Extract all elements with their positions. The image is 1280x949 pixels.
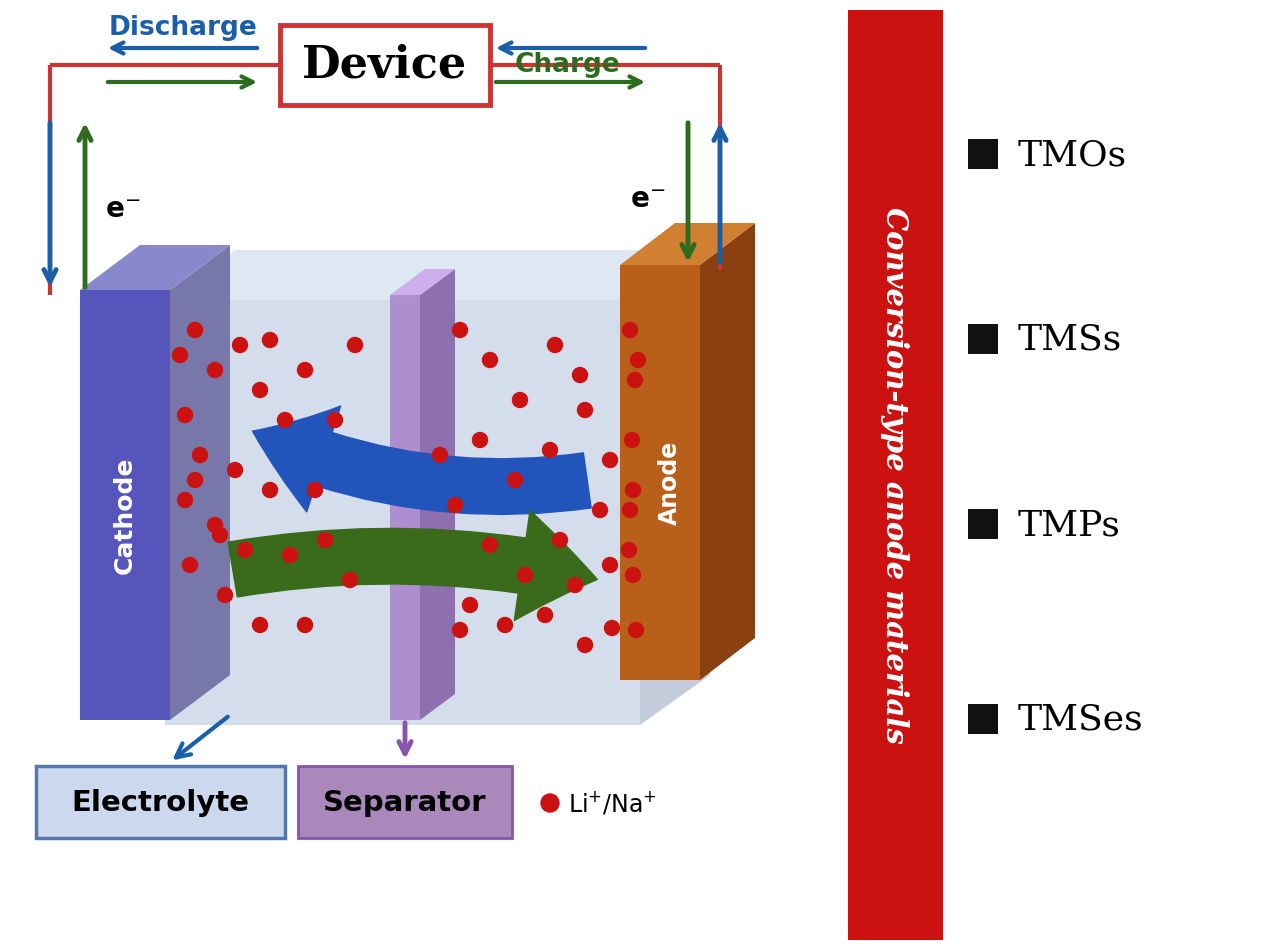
FancyArrowPatch shape — [228, 511, 598, 621]
Circle shape — [604, 621, 620, 636]
Polygon shape — [170, 245, 230, 720]
Circle shape — [593, 503, 608, 517]
Polygon shape — [620, 265, 700, 680]
Text: Li$^{+}$/Na$^{+}$: Li$^{+}$/Na$^{+}$ — [568, 790, 657, 816]
Circle shape — [603, 557, 617, 572]
Text: TMPs: TMPs — [1018, 508, 1121, 542]
Circle shape — [283, 548, 297, 563]
Circle shape — [187, 323, 202, 338]
Circle shape — [626, 482, 640, 497]
Circle shape — [483, 537, 498, 552]
Circle shape — [433, 448, 448, 462]
Circle shape — [538, 607, 553, 623]
Circle shape — [472, 433, 488, 448]
Circle shape — [448, 497, 462, 512]
Circle shape — [483, 352, 498, 367]
Text: Electrolyte: Electrolyte — [70, 789, 250, 817]
Circle shape — [631, 352, 645, 367]
Text: Charge: Charge — [515, 52, 621, 78]
Circle shape — [218, 587, 233, 603]
Circle shape — [178, 407, 192, 422]
Circle shape — [347, 338, 362, 352]
Circle shape — [252, 618, 268, 632]
Circle shape — [187, 473, 202, 488]
FancyBboxPatch shape — [968, 704, 998, 734]
Circle shape — [212, 528, 228, 543]
FancyBboxPatch shape — [968, 509, 998, 539]
Polygon shape — [640, 250, 710, 725]
Text: TMSes: TMSes — [1018, 703, 1143, 737]
Circle shape — [207, 363, 223, 378]
Circle shape — [307, 482, 323, 497]
FancyBboxPatch shape — [36, 766, 285, 838]
Circle shape — [603, 453, 617, 468]
Circle shape — [622, 543, 636, 557]
Circle shape — [541, 794, 559, 812]
Polygon shape — [390, 295, 420, 720]
Circle shape — [498, 618, 512, 632]
Circle shape — [317, 532, 333, 548]
Text: Device: Device — [302, 44, 467, 86]
Circle shape — [567, 578, 582, 592]
Text: Separator: Separator — [324, 789, 486, 817]
Circle shape — [462, 598, 477, 612]
Circle shape — [297, 618, 312, 632]
Text: Anode: Anode — [658, 440, 682, 525]
Text: Discharge: Discharge — [109, 15, 257, 41]
Circle shape — [553, 532, 567, 548]
Text: TMSs: TMSs — [1018, 323, 1123, 357]
Circle shape — [548, 338, 562, 352]
Polygon shape — [79, 245, 230, 290]
Polygon shape — [700, 223, 755, 680]
FancyBboxPatch shape — [280, 25, 490, 105]
FancyBboxPatch shape — [968, 139, 998, 169]
Circle shape — [183, 557, 197, 572]
Circle shape — [622, 503, 637, 517]
Polygon shape — [620, 223, 755, 265]
Polygon shape — [165, 300, 640, 725]
Circle shape — [517, 568, 532, 583]
Circle shape — [577, 638, 593, 653]
Circle shape — [297, 363, 312, 378]
Circle shape — [628, 623, 644, 638]
Circle shape — [626, 568, 640, 583]
Circle shape — [207, 517, 223, 532]
Circle shape — [328, 413, 343, 427]
Text: e$^{-}$: e$^{-}$ — [630, 186, 666, 214]
Circle shape — [192, 448, 207, 462]
Circle shape — [453, 623, 467, 638]
Circle shape — [228, 462, 242, 477]
Polygon shape — [79, 290, 170, 720]
Text: e$^{-}$: e$^{-}$ — [105, 196, 141, 224]
Polygon shape — [390, 269, 454, 295]
Circle shape — [572, 367, 588, 382]
Circle shape — [278, 413, 293, 427]
Polygon shape — [165, 250, 710, 300]
Circle shape — [178, 493, 192, 508]
Circle shape — [543, 442, 558, 457]
Circle shape — [173, 347, 187, 363]
Circle shape — [453, 323, 467, 338]
Circle shape — [238, 543, 252, 557]
Text: TMOs: TMOs — [1018, 138, 1128, 172]
FancyBboxPatch shape — [849, 10, 943, 940]
FancyArrowPatch shape — [252, 406, 591, 514]
Polygon shape — [420, 269, 454, 720]
Circle shape — [625, 433, 640, 448]
Circle shape — [577, 402, 593, 418]
Circle shape — [507, 473, 522, 488]
Circle shape — [622, 323, 637, 338]
Text: Conversion-type anode materials: Conversion-type anode materials — [881, 207, 910, 743]
Circle shape — [252, 382, 268, 398]
Circle shape — [262, 332, 278, 347]
FancyBboxPatch shape — [968, 324, 998, 354]
Circle shape — [233, 338, 247, 352]
Circle shape — [627, 373, 643, 387]
FancyBboxPatch shape — [298, 766, 512, 838]
Circle shape — [512, 393, 527, 407]
Circle shape — [262, 482, 278, 497]
Text: Cathode: Cathode — [113, 456, 137, 574]
Circle shape — [343, 572, 357, 587]
